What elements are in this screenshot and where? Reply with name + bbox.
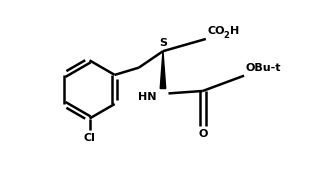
Text: 2: 2 xyxy=(223,31,229,40)
Text: O: O xyxy=(198,129,208,139)
Text: CO: CO xyxy=(207,26,225,36)
Text: H: H xyxy=(230,26,239,36)
Polygon shape xyxy=(160,51,166,88)
Text: Cl: Cl xyxy=(84,133,95,143)
Text: HN: HN xyxy=(138,92,156,102)
Text: OBu-t: OBu-t xyxy=(245,63,281,73)
Text: S: S xyxy=(159,38,167,48)
